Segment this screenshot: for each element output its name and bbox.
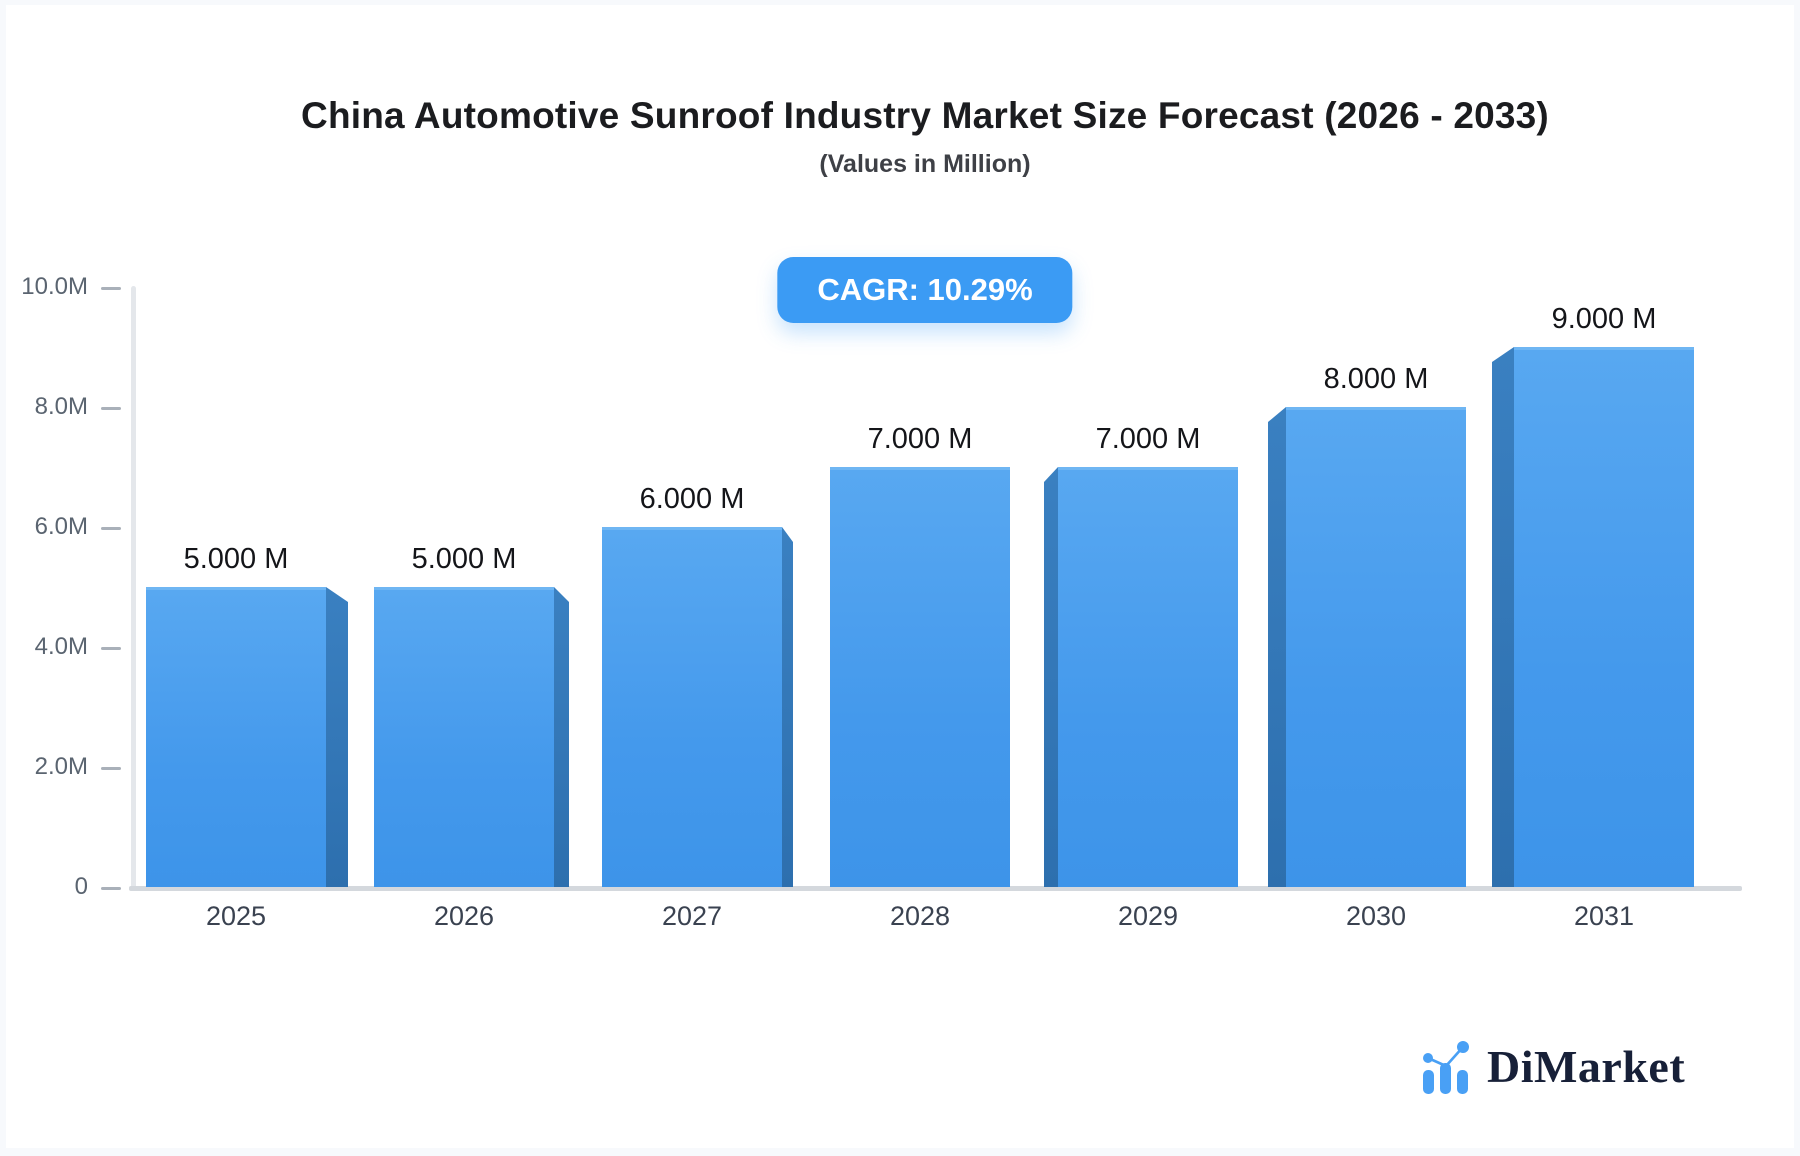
bar-side-2030 (1268, 407, 1286, 887)
bar-value-label-2030: 8.000 M (1323, 363, 1429, 395)
brand-logo: DiMarket (1422, 1038, 1685, 1094)
y-axis-tick-label: 10.0M (21, 273, 88, 300)
x-axis-baseline (129, 886, 1742, 891)
x-axis-label-2029: 2029 (1117, 901, 1179, 931)
bar-2029 (1058, 467, 1238, 887)
bar-value-label-2026: 5.000 M (411, 543, 517, 575)
y-axis-tick-mark (101, 887, 121, 890)
brand-logo-text: DiMarket (1487, 1040, 1686, 1092)
bar-side-2025 (326, 587, 348, 887)
bar-side-2026 (554, 587, 569, 887)
bar-2028 (830, 467, 1010, 887)
y-axis-tick-label: 6.0M (34, 513, 88, 540)
y-axis-tick-label: 8.0M (34, 393, 88, 420)
x-axis-label-2027: 2027 (661, 901, 723, 931)
chart-subtitle: (Values in Million) (819, 150, 1031, 178)
bar-side-2027 (782, 527, 793, 887)
y-axis-tick-mark (101, 527, 121, 530)
bar-value-label-2031: 9.000 M (1551, 303, 1657, 335)
y-axis-tick-label: 2.0M (34, 753, 88, 780)
y-axis-tick-label: 4.0M (34, 633, 88, 660)
y-axis-tick-mark (101, 767, 121, 770)
y-axis-tick-mark (101, 287, 121, 290)
bar-side-2031 (1492, 347, 1514, 887)
x-axis-label-2025: 2025 (205, 901, 267, 931)
bar-side-2029 (1044, 467, 1058, 887)
y-axis-tick-mark (101, 407, 121, 410)
x-axis-label-2031: 2031 (1573, 901, 1635, 931)
bar-value-label-2027: 6.000 M (639, 483, 745, 515)
bar-2025 (146, 587, 326, 887)
y-axis-tick-label: 0 (74, 873, 88, 900)
x-axis-label-2026: 2026 (433, 901, 495, 931)
y-axis-tick-mark (101, 647, 121, 650)
chart-title: China Automotive Sunroof Industry Market… (301, 95, 1549, 136)
cagr-badge: CAGR: 10.29% (777, 257, 1073, 323)
bar-value-label-2025: 5.000 M (183, 543, 289, 575)
x-axis-label-2030: 2030 (1345, 901, 1407, 931)
bar-2026 (374, 587, 554, 887)
y-axis-line (131, 286, 136, 890)
x-axis-label-2028: 2028 (889, 901, 951, 931)
bar-2031 (1514, 347, 1694, 887)
bar-2030 (1286, 407, 1466, 887)
bar-value-label-2029: 7.000 M (1095, 423, 1201, 455)
dimarket-bar-chart-icon (1422, 1038, 1474, 1094)
bar-2027 (602, 527, 782, 887)
bar-value-label-2028: 7.000 M (867, 423, 973, 455)
